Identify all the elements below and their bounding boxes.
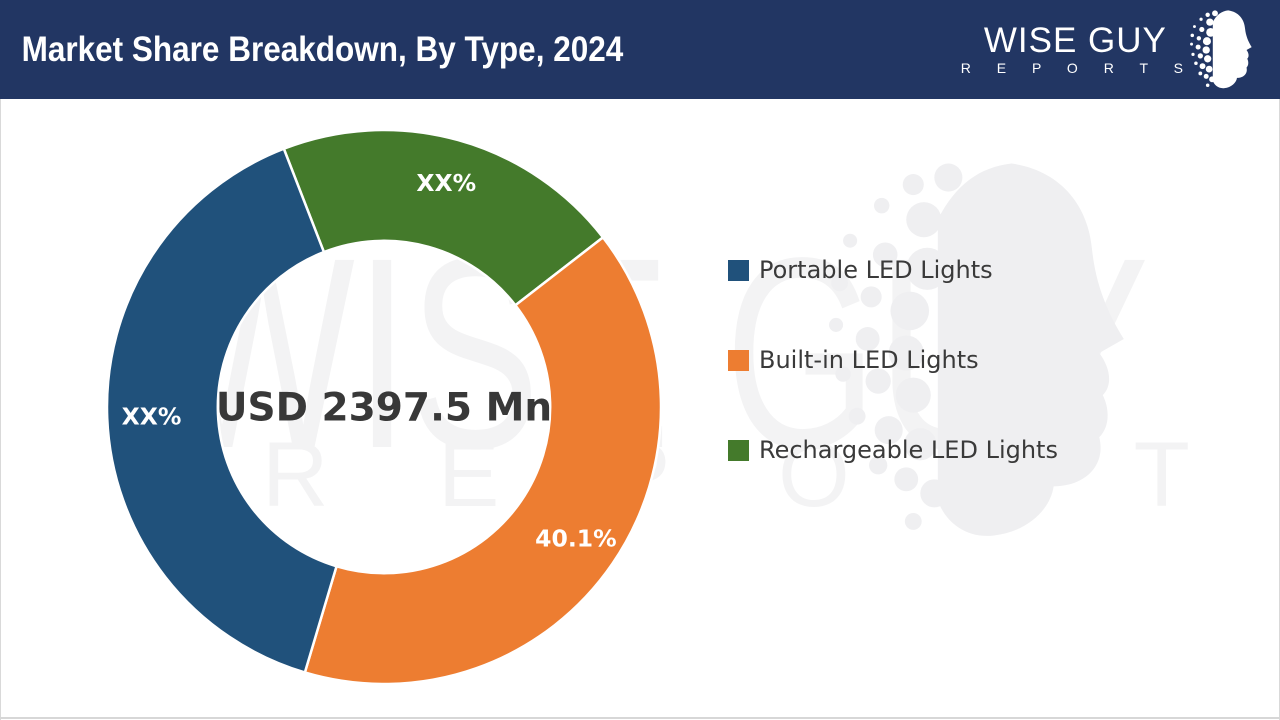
legend-label-portable: Portable LED Lights xyxy=(759,256,993,284)
wise-guy-logo: WISE GUY R E P O R T S xyxy=(957,6,1280,94)
legend-item: Rechargeable LED Lights xyxy=(728,435,1058,465)
donut-chart: XX% 40.1% XX% USD 2397.5 Mn xyxy=(105,128,663,686)
left-border xyxy=(0,99,1,720)
legend-item: Portable LED Lights xyxy=(728,255,1058,285)
pie-slice-rechargeable-led-lights xyxy=(282,128,605,307)
slice-label-built-in-led-lights: 40.1% xyxy=(535,525,617,553)
legend-label-rechargeable: Rechargeable LED Lights xyxy=(759,436,1058,464)
donut-wedges xyxy=(105,128,663,686)
logo-face-icon xyxy=(1180,6,1272,94)
center-value-label: USD 2397.5 Mn xyxy=(216,386,552,431)
logo-reports-label: R E P O R T S xyxy=(960,59,1194,76)
header-bar: Market Share Breakdown, By Type, 2024 WI… xyxy=(0,0,1280,99)
legend-swatch-rechargeable xyxy=(728,439,749,461)
page-title: Market Share Breakdown, By Type, 2024 xyxy=(21,29,624,69)
slice-label-rechargeable-led-lights: XX% xyxy=(416,169,476,197)
content-area: WISE GUY R E P O R T S XX%40.1%XX% USD 2… xyxy=(0,99,1280,720)
logo-text: WISE GUY R E P O R T S xyxy=(957,21,1194,76)
donut-slice-labels: XX% 40.1% XX% xyxy=(122,169,617,553)
logo-wordmark: WISE GUY xyxy=(983,21,1167,61)
pie-slice-built-in-led-lights xyxy=(303,236,663,686)
slice-label-portable-led-lights: XX% xyxy=(122,402,182,430)
bottom-rule xyxy=(0,717,1280,719)
legend-swatch-built-in xyxy=(728,349,749,371)
legend-swatch-portable xyxy=(728,259,749,281)
legend: Portable LED Lights Built-in LED Lights … xyxy=(728,255,1058,465)
legend-item: Built-in LED Lights xyxy=(728,345,1058,375)
legend-label-built-in: Built-in LED Lights xyxy=(759,346,979,374)
pie-slice-portable-led-lights xyxy=(105,147,338,674)
